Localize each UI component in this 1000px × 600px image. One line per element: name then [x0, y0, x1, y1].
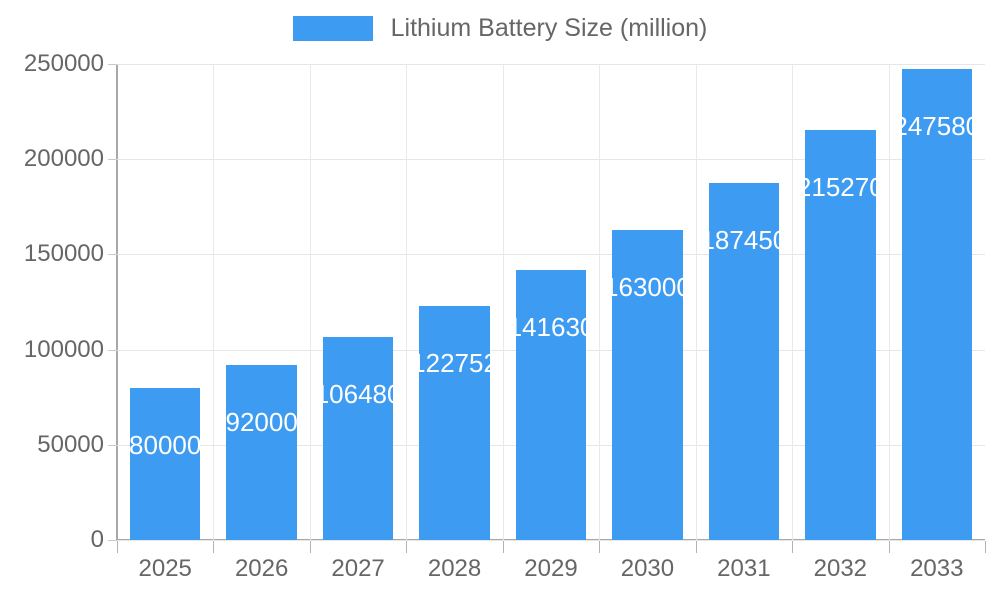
- legend-item-lithium-battery-size[interactable]: Lithium Battery Size (million): [292, 13, 708, 42]
- y-tick-mark: [108, 349, 117, 351]
- bar-rect[interactable]: [322, 337, 394, 540]
- y-tick-mark: [108, 444, 117, 446]
- x-tick-mark: [696, 541, 697, 553]
- x-tick-mark: [792, 541, 793, 553]
- x-tick-label: 2025: [138, 555, 192, 582]
- x-tick-mark: [985, 541, 986, 553]
- category-gridline: [310, 64, 311, 540]
- bar-rect[interactable]: [419, 306, 490, 540]
- x-tick-label: 2028: [427, 555, 482, 582]
- category-gridline: [792, 64, 793, 540]
- x-tick-label: 2031: [717, 555, 771, 582]
- gridline: [117, 254, 985, 256]
- category-gridline: [889, 64, 890, 540]
- y-tick-mark: [108, 540, 117, 541]
- category-gridline: [406, 64, 407, 540]
- legend-label: Lithium Battery Size (million): [390, 13, 708, 42]
- plot-area: 80000 92000 106480 122752 141630 163000 187450…: [117, 64, 985, 541]
- x-tick-mark: [503, 541, 504, 553]
- bar-rect[interactable]: [515, 270, 587, 540]
- y-tick-label: 200000: [23, 145, 104, 173]
- bar-2026[interactable]: 92000: [225, 64, 298, 540]
- category-gridline: [503, 64, 504, 540]
- bar-rect[interactable]: [612, 229, 683, 540]
- gridline: [117, 64, 985, 65]
- bar-2031[interactable]: 187450: [700, 64, 787, 540]
- bar-rect[interactable]: [226, 364, 297, 540]
- bar-2025[interactable]: 80000: [129, 64, 201, 540]
- bar-rect[interactable]: [805, 130, 876, 540]
- x-tick-label: 2030: [620, 555, 675, 582]
- y-tick-label: 100000: [23, 335, 104, 363]
- y-tick-label: 150000: [23, 240, 104, 268]
- x-tick-mark: [599, 541, 600, 553]
- y-tick-mark: [108, 64, 117, 65]
- x-tick-label: 2029: [524, 555, 578, 582]
- x-tick-label: 2033: [910, 555, 964, 582]
- x-tick-mark: [213, 541, 214, 553]
- x-tick-label: 2032: [813, 555, 868, 582]
- bar-2032[interactable]: 215270: [797, 64, 884, 540]
- legend-color-swatch: [292, 15, 373, 41]
- bar-2027[interactable]: 106480: [315, 64, 401, 540]
- y-axis-line: [116, 64, 118, 541]
- y-tick-mark: [108, 254, 117, 256]
- bar-rect[interactable]: [901, 68, 972, 540]
- bar-2030[interactable]: 163000: [604, 64, 691, 540]
- chart-legend: Lithium Battery Size (million): [0, 0, 1000, 56]
- x-tick-label: 2026: [234, 555, 289, 582]
- bar-2029[interactable]: 141630: [508, 64, 594, 540]
- bar-2028[interactable]: 122752: [411, 64, 498, 540]
- category-gridline: [213, 64, 214, 540]
- x-tick-mark: [889, 541, 890, 553]
- y-tick-label: 250000: [23, 50, 104, 77]
- y-tick-label: 50000: [37, 430, 104, 458]
- category-gridline: [599, 64, 600, 540]
- category-gridline: [696, 64, 697, 540]
- gridline: [117, 159, 985, 161]
- x-tick-label: 2027: [331, 555, 385, 582]
- y-tick-label: 0: [90, 526, 104, 553]
- bar-rect[interactable]: [708, 183, 780, 540]
- y-tick-mark: [108, 159, 117, 161]
- bar-rect[interactable]: [130, 387, 201, 540]
- bar-2033[interactable]: 247580: [893, 64, 980, 540]
- bars-layer: 80000 92000 106480 122752 141630 163000 187450…: [117, 64, 985, 540]
- gridline: [117, 540, 985, 541]
- x-tick-mark: [406, 541, 407, 553]
- x-tick-mark: [117, 541, 118, 553]
- x-tick-mark: [310, 541, 311, 553]
